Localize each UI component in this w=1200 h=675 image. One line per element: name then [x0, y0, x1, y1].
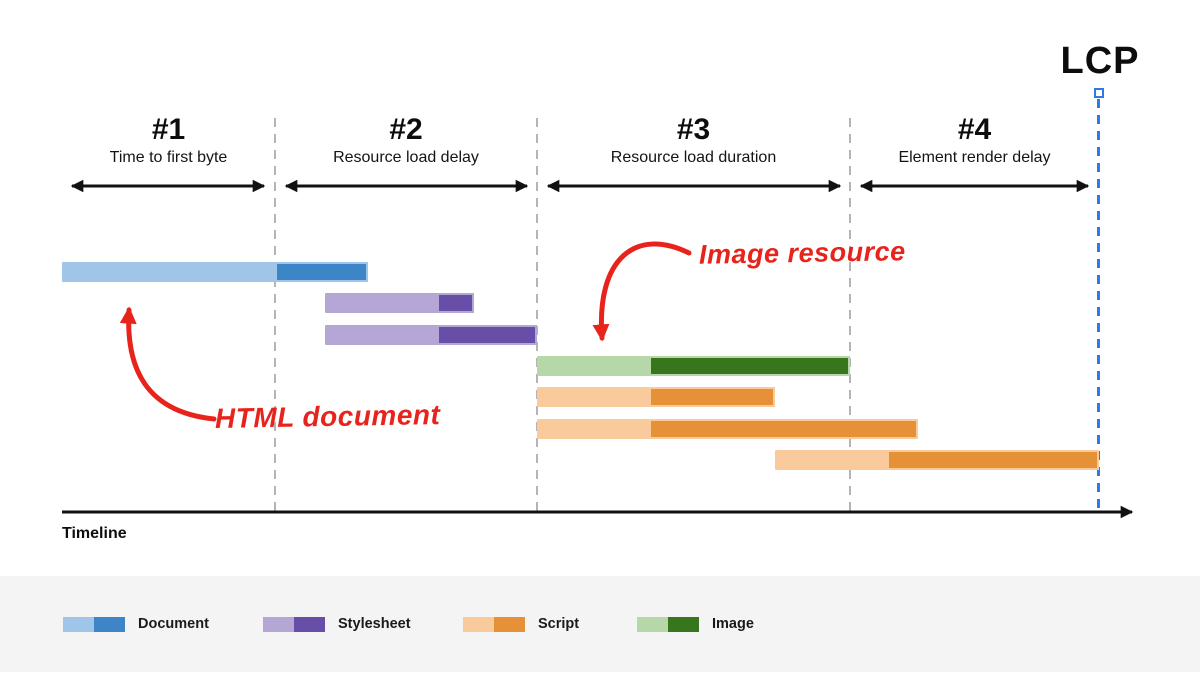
image-bar-dark-segment: [649, 356, 850, 376]
script-bar: [537, 387, 775, 407]
stylesheet-bar-dark-segment: [437, 325, 537, 345]
legend-label-stylesheet: Stylesheet: [338, 616, 411, 632]
phase-4-header: #4 Element render delay: [850, 113, 1099, 169]
lcp-marker-icon: [1094, 88, 1104, 98]
stylesheet-bar: [325, 293, 474, 313]
legend: Document Stylesheet Script Image: [0, 576, 1200, 672]
phase-1-label: Time to first byte: [109, 149, 228, 166]
document-bar: [62, 262, 368, 282]
phase-3-header: #3 Resource load duration: [537, 113, 850, 169]
timeline-axis-label: Timeline: [62, 525, 127, 542]
phase-separator-3: [849, 118, 851, 512]
phase-3-number: #3: [676, 113, 711, 146]
lcp-guide-line: [1097, 99, 1100, 512]
document-bar-dark-segment: [275, 262, 368, 282]
phase-1-header: #1 Time to first byte: [62, 113, 275, 169]
script-bar: [537, 419, 918, 439]
phase-2-header: #2 Resource load delay: [275, 113, 537, 169]
phase-separator-2: [536, 118, 538, 512]
script-bar-dark-segment: [649, 387, 775, 407]
image-bar: [537, 356, 850, 376]
phase-2-label: Resource load delay: [333, 149, 479, 166]
stylesheet-swatch-icon: [263, 617, 325, 632]
script-bar-dark-segment: [649, 419, 918, 439]
script-bar-dark-segment: [887, 450, 1099, 470]
phase-3-label: Resource load duration: [610, 149, 777, 166]
document-swatch-icon: [63, 617, 125, 632]
legend-label-document: Document: [138, 616, 209, 632]
legend-label-script: Script: [538, 616, 580, 632]
html-document-arrow: [119, 306, 217, 422]
lcp-title: LCP: [1060, 40, 1140, 82]
image-resource-annotation: Image resource: [698, 236, 906, 270]
phase-separator-1: [274, 118, 276, 512]
phase-2-number: #2: [389, 113, 423, 146]
script-swatch-icon: [463, 617, 525, 632]
stylesheet-bar: [325, 325, 537, 345]
phase-1-number: #1: [151, 113, 186, 146]
phase-4-label: Element render delay: [898, 149, 1051, 166]
script-bar: [775, 450, 1099, 470]
image-swatch-icon: [637, 617, 699, 632]
legend-label-image: Image: [712, 616, 754, 632]
image-resource-arrow: [592, 241, 692, 342]
html-document-annotation: HTML document: [214, 399, 441, 434]
phase-4-number: #4: [957, 113, 992, 146]
stylesheet-bar-dark-segment: [437, 293, 474, 313]
